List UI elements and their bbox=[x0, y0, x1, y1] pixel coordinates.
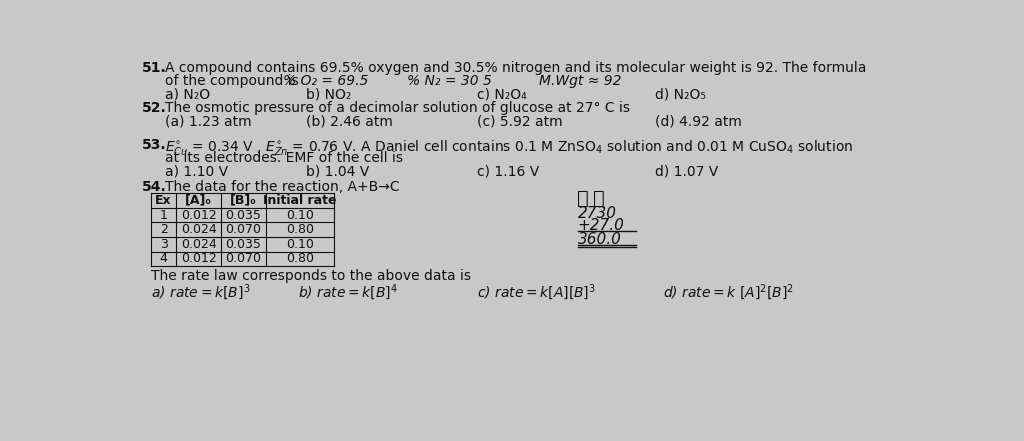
Text: 54.: 54. bbox=[142, 180, 167, 194]
Text: 0.024: 0.024 bbox=[180, 223, 216, 236]
Text: Ex: Ex bbox=[156, 194, 172, 207]
Text: 52.: 52. bbox=[142, 101, 167, 116]
Text: Ⓢ: Ⓢ bbox=[578, 189, 589, 208]
Text: The rate law corresponds to the above data is: The rate law corresponds to the above da… bbox=[152, 269, 471, 283]
Text: b) NO₂: b) NO₂ bbox=[306, 88, 351, 101]
Text: 0.035: 0.035 bbox=[225, 238, 261, 251]
Text: Initial rate: Initial rate bbox=[263, 194, 337, 207]
Text: 3: 3 bbox=[160, 238, 168, 251]
Text: d) N₂O₅: d) N₂O₅ bbox=[655, 88, 706, 101]
Text: of the compound is: of the compound is bbox=[165, 74, 299, 88]
Text: 53.: 53. bbox=[142, 138, 167, 152]
Text: 2: 2 bbox=[160, 223, 168, 236]
Text: M.Wgt ≈ 92: M.Wgt ≈ 92 bbox=[539, 74, 622, 88]
Text: b) 1.04 V: b) 1.04 V bbox=[306, 164, 370, 179]
Text: % N₂ = 30 5: % N₂ = 30 5 bbox=[407, 74, 492, 88]
Text: +27.0: +27.0 bbox=[578, 218, 625, 233]
Text: 0.024: 0.024 bbox=[180, 238, 216, 251]
Text: 2730: 2730 bbox=[578, 206, 616, 221]
Text: % O₂ = 69.5: % O₂ = 69.5 bbox=[283, 74, 369, 88]
Text: (b) 2.46 atm: (b) 2.46 atm bbox=[306, 115, 393, 128]
Text: 0.070: 0.070 bbox=[225, 252, 261, 265]
Text: c) 1.16 V: c) 1.16 V bbox=[477, 164, 539, 179]
Text: $E^{\circ}_{Cu}$ = 0.34 V , $E^{\circ}_{Zn}$ = 0.76 V. A Daniel cell contains 0.: $E^{\circ}_{Cu}$ = 0.34 V , $E^{\circ}_{… bbox=[165, 138, 853, 157]
Text: 0.10: 0.10 bbox=[286, 209, 314, 221]
Text: at its electrodes. EMF of the cell is: at its electrodes. EMF of the cell is bbox=[165, 151, 403, 164]
Text: a) N₂O: a) N₂O bbox=[165, 88, 210, 101]
Text: c) $rate = k[A][B]^3$: c) $rate = k[A][B]^3$ bbox=[477, 282, 596, 302]
Text: b) $rate = k[B]^4$: b) $rate = k[B]^4$ bbox=[299, 282, 398, 302]
Text: a) $rate = k[B]^3$: a) $rate = k[B]^3$ bbox=[152, 282, 251, 302]
Text: 1: 1 bbox=[160, 209, 168, 221]
Text: c) N₂O₄: c) N₂O₄ bbox=[477, 88, 526, 101]
Text: d) 1.07 V: d) 1.07 V bbox=[655, 164, 718, 179]
Text: (a) 1.23 atm: (a) 1.23 atm bbox=[165, 115, 252, 128]
Text: The data for the reaction, A+B→C: The data for the reaction, A+B→C bbox=[165, 180, 399, 194]
Text: 0.10: 0.10 bbox=[286, 238, 314, 251]
Text: 0.012: 0.012 bbox=[180, 209, 216, 221]
Text: 0.80: 0.80 bbox=[286, 252, 314, 265]
Text: d) $rate = k\ [A]^2[B]^2$: d) $rate = k\ [A]^2[B]^2$ bbox=[663, 282, 794, 302]
Text: 360.0: 360.0 bbox=[578, 232, 622, 247]
Text: A compound contains 69.5% oxygen and 30.5% nitrogen and its molecular weight is : A compound contains 69.5% oxygen and 30.… bbox=[165, 60, 866, 75]
Text: 0.035: 0.035 bbox=[225, 209, 261, 221]
Text: (d) 4.92 atm: (d) 4.92 atm bbox=[655, 115, 741, 128]
Text: Ⓢ: Ⓢ bbox=[593, 189, 605, 208]
Text: 4: 4 bbox=[160, 252, 168, 265]
Text: 51.: 51. bbox=[142, 60, 167, 75]
Text: 0.80: 0.80 bbox=[286, 223, 314, 236]
Text: [A]₀: [A]₀ bbox=[185, 194, 212, 207]
Text: a) 1.10 V: a) 1.10 V bbox=[165, 164, 228, 179]
Text: The osmotic pressure of a decimolar solution of glucose at 27° C is: The osmotic pressure of a decimolar solu… bbox=[165, 101, 630, 116]
Text: (c) 5.92 atm: (c) 5.92 atm bbox=[477, 115, 562, 128]
Text: 0.070: 0.070 bbox=[225, 223, 261, 236]
Text: [B]₀: [B]₀ bbox=[230, 194, 257, 207]
Text: 0.012: 0.012 bbox=[180, 252, 216, 265]
